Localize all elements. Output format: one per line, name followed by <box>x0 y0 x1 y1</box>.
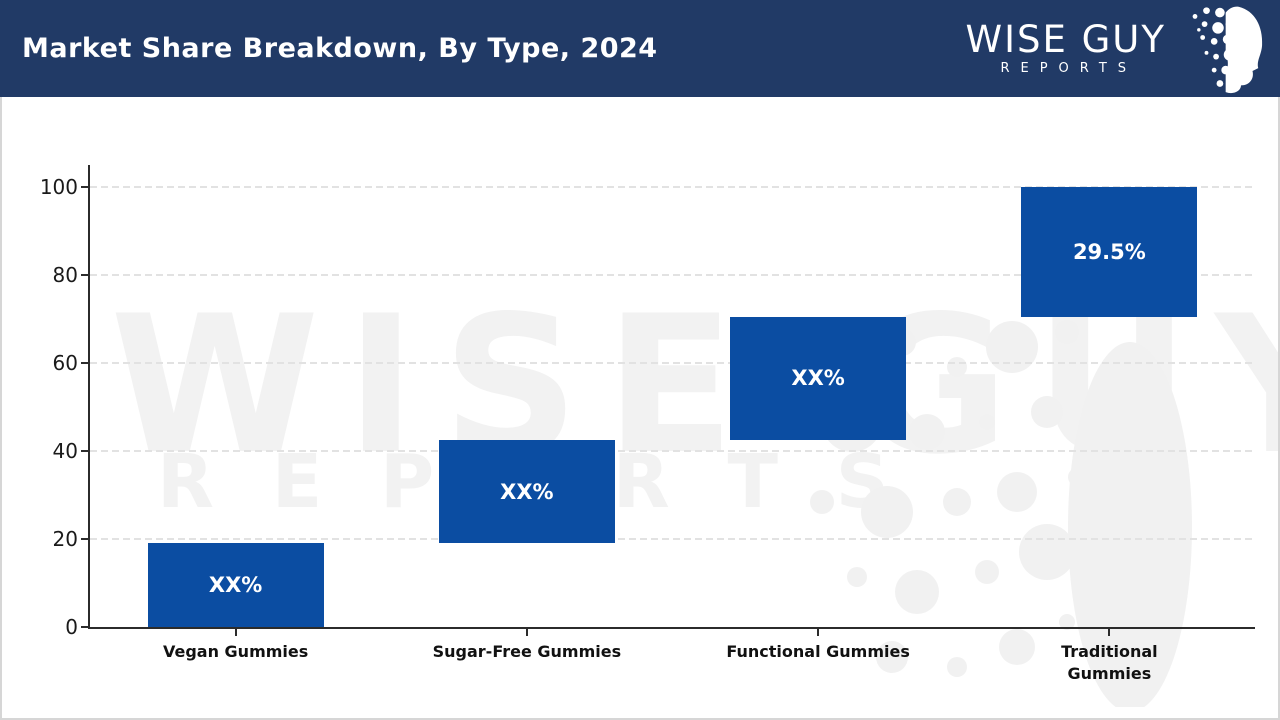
x-tick-mark <box>1108 629 1111 636</box>
y-tick-label: 40 <box>52 439 78 463</box>
y-tick-label: 80 <box>52 263 78 287</box>
page-header: Market Share Breakdown, By Type, 2024 WI… <box>0 0 1280 97</box>
y-axis <box>88 165 90 629</box>
x-tick-mark <box>234 629 237 636</box>
y-tick-label: 0 <box>65 615 78 639</box>
y-tick-mark <box>81 538 90 540</box>
gridline-40 <box>90 450 1255 452</box>
y-tick-mark <box>81 626 90 628</box>
y-tick-label: 20 <box>52 527 78 551</box>
bar-functional-gummies: XX% <box>730 316 907 440</box>
category-label: Vegan Gummies <box>162 642 309 661</box>
category-label: Sugar-Free Gummies <box>432 642 622 661</box>
y-tick-mark <box>81 362 90 364</box>
logo-face-icon <box>1192 6 1263 93</box>
bar-vegan-gummies: XX% <box>147 543 324 627</box>
category-label: Functional Gummies <box>726 642 910 661</box>
y-tick-mark <box>81 274 90 276</box>
logo-brand-subtitle: REPORTS <box>1000 61 1138 76</box>
gridline-80 <box>90 274 1255 276</box>
gridline-60 <box>90 362 1255 364</box>
x-tick-mark <box>525 629 528 636</box>
page-title: Market Share Breakdown, By Type, 2024 <box>22 33 658 64</box>
chart-area: WISE GUY R E P O R T S 020406080100XX%XX… <box>0 97 1280 720</box>
logo-text: WISE GUY REPORTS <box>966 21 1166 76</box>
bar-value-label: 29.5% <box>1072 239 1146 264</box>
category-label: Traditional Gummies <box>1061 642 1158 683</box>
bar-sugar-free-gummies: XX% <box>438 440 615 544</box>
bar-value-label: XX% <box>500 479 554 504</box>
x-axis <box>88 627 1255 629</box>
y-tick-label: 60 <box>52 351 78 375</box>
bar-traditional-gummies: 29.5% <box>1021 187 1198 317</box>
gridline-20 <box>90 538 1255 540</box>
gridline-100 <box>90 186 1255 188</box>
y-tick-mark <box>81 186 90 188</box>
y-tick-mark <box>81 450 90 452</box>
wiseguy-logo: WISE GUY REPORTS <box>966 0 1266 97</box>
bar-value-label: XX% <box>208 573 263 598</box>
x-tick-mark <box>817 629 820 636</box>
bar-value-label: XX% <box>791 366 845 391</box>
logo-brand-name: WISE GUY <box>965 18 1166 61</box>
watermark-face-dots-icon <box>810 320 1192 707</box>
y-tick-label: 100 <box>39 175 78 199</box>
